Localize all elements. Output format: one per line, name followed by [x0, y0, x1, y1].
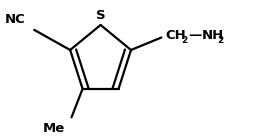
Text: NC: NC	[5, 13, 26, 26]
Text: Me: Me	[42, 122, 65, 135]
Text: 2: 2	[217, 36, 223, 45]
Text: S: S	[96, 8, 105, 22]
Text: CH: CH	[165, 29, 186, 42]
Text: 2: 2	[181, 36, 187, 45]
Text: —: —	[188, 29, 201, 42]
Text: NH: NH	[201, 29, 224, 42]
